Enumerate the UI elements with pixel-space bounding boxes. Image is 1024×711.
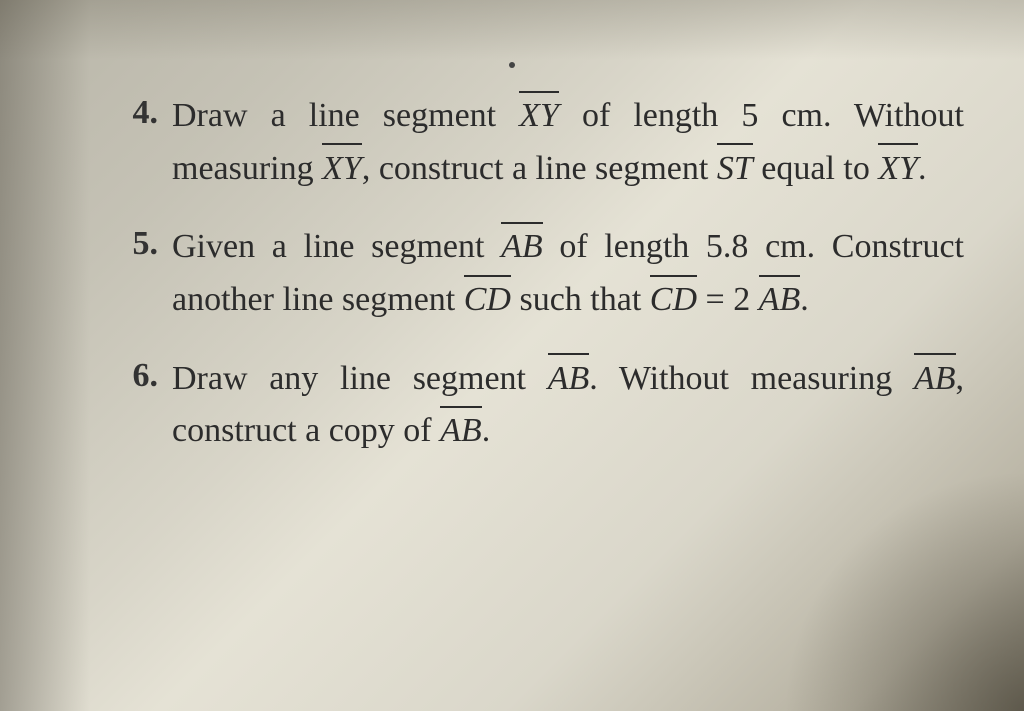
text-run: Draw any line segment bbox=[172, 360, 548, 397]
text-run: . bbox=[482, 412, 491, 449]
text-run: Given a line segment bbox=[172, 228, 501, 265]
problem-number: 6. bbox=[110, 353, 172, 458]
segment-overline: ST bbox=[717, 143, 753, 196]
vignette-left bbox=[0, 0, 90, 711]
problem-number: 4. bbox=[110, 90, 172, 195]
segment-overline: AB bbox=[759, 274, 801, 327]
list-item: 5. Given a line segment AB of length 5.8… bbox=[110, 221, 964, 326]
segment-overline: XY bbox=[878, 143, 918, 196]
text-run: equal to bbox=[761, 150, 878, 187]
list-item: 6. Draw any line segment AB. Without mea… bbox=[110, 353, 964, 458]
problem-body: Draw any line segment AB. Without measur… bbox=[172, 353, 964, 458]
problem-body: Given a line segment AB of length 5.8 cm… bbox=[172, 221, 964, 326]
page-curl-shadow bbox=[764, 451, 1024, 711]
segment-overline: AB bbox=[501, 221, 543, 274]
segment-overline: AB bbox=[548, 353, 590, 406]
text-run: , construct a line segment bbox=[362, 150, 717, 187]
text-run: such that bbox=[519, 281, 649, 318]
list-item: 4. Draw a line segment XY of length 5 cm… bbox=[110, 90, 964, 195]
decorative-dot bbox=[509, 62, 515, 68]
segment-overline: XY bbox=[322, 143, 362, 196]
segment-overline: AB bbox=[914, 353, 956, 406]
text-run: Draw a line segment bbox=[172, 97, 519, 134]
segment-overline: AB bbox=[440, 405, 482, 458]
text-run: . Without measuring bbox=[589, 360, 914, 397]
text-run: . bbox=[800, 281, 809, 318]
vignette-top bbox=[0, 0, 1024, 60]
text-run: . bbox=[918, 150, 927, 187]
problem-number: 5. bbox=[110, 221, 172, 326]
segment-overline: CD bbox=[464, 274, 511, 327]
problem-body: Draw a line segment XY of length 5 cm. W… bbox=[172, 90, 964, 195]
text-run: = 2 bbox=[706, 281, 759, 318]
segment-overline: XY bbox=[519, 90, 559, 143]
exercise-block: 4. Draw a line segment XY of length 5 cm… bbox=[110, 90, 964, 484]
segment-overline: CD bbox=[650, 274, 697, 327]
